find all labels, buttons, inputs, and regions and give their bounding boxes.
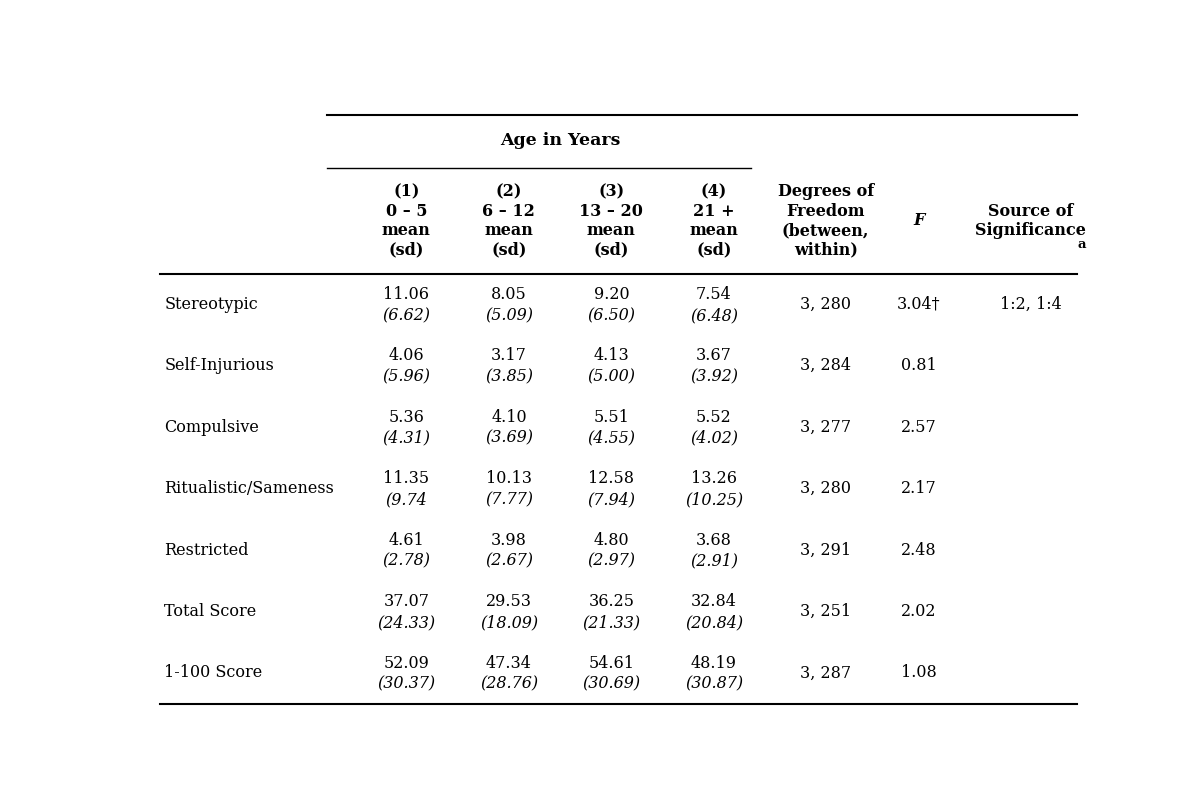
Text: 7.54: 7.54 — [696, 286, 732, 303]
Text: (24.33): (24.33) — [377, 614, 435, 631]
Text: 4.61: 4.61 — [388, 532, 424, 549]
Text: 5.52: 5.52 — [696, 409, 732, 426]
Text: 13.26: 13.26 — [691, 471, 737, 488]
Text: (3.69): (3.69) — [484, 430, 532, 447]
Text: (6.48): (6.48) — [690, 307, 738, 324]
Text: Degrees of
Freedom
(between,
within): Degrees of Freedom (between, within) — [778, 183, 874, 259]
Text: (4.55): (4.55) — [588, 430, 636, 447]
Text: 47.34: 47.34 — [486, 654, 531, 671]
Text: (2.97): (2.97) — [588, 553, 636, 570]
Text: 3.67: 3.67 — [696, 347, 732, 364]
Text: 1:2, 1:4: 1:2, 1:4 — [1000, 296, 1061, 313]
Text: (3.85): (3.85) — [484, 368, 532, 385]
Text: a: a — [1077, 238, 1087, 251]
Text: (10.25): (10.25) — [685, 491, 743, 509]
Text: (5.96): (5.96) — [382, 368, 430, 385]
Text: 10.13: 10.13 — [486, 471, 532, 488]
Text: 1.08: 1.08 — [902, 664, 936, 681]
Text: 3.17: 3.17 — [490, 347, 526, 364]
Text: 4.10: 4.10 — [492, 409, 526, 426]
Text: (4.02): (4.02) — [690, 430, 738, 447]
Text: F: F — [914, 212, 924, 230]
Text: 3, 287: 3, 287 — [801, 664, 851, 681]
Text: (9.74: (9.74 — [386, 491, 427, 509]
Text: Source of
Significance: Source of Significance — [975, 202, 1085, 239]
Text: 3.98: 3.98 — [490, 532, 526, 549]
Text: 11.35: 11.35 — [383, 471, 429, 488]
Text: (28.76): (28.76) — [480, 675, 538, 692]
Text: 1-100 Score: 1-100 Score — [165, 664, 262, 681]
Text: (30.87): (30.87) — [685, 675, 743, 692]
Text: 2.48: 2.48 — [902, 542, 936, 559]
Text: (30.69): (30.69) — [582, 675, 641, 692]
Text: 3, 251: 3, 251 — [801, 603, 851, 620]
Text: Self-Injurious: Self-Injurious — [165, 357, 274, 374]
Text: 3, 284: 3, 284 — [801, 357, 851, 374]
Text: 5.36: 5.36 — [388, 409, 424, 426]
Text: (2.78): (2.78) — [382, 553, 430, 570]
Text: (6.62): (6.62) — [382, 307, 430, 324]
Text: 2.57: 2.57 — [902, 418, 936, 436]
Text: 3.04†: 3.04† — [897, 296, 941, 313]
Text: 3, 277: 3, 277 — [801, 418, 851, 436]
Text: 11.06: 11.06 — [383, 286, 429, 303]
Text: 36.25: 36.25 — [588, 593, 635, 610]
Text: 12.58: 12.58 — [588, 471, 635, 488]
Text: 37.07: 37.07 — [383, 593, 429, 610]
Text: 4.13: 4.13 — [594, 347, 629, 364]
Text: (21.33): (21.33) — [582, 614, 641, 631]
Text: 3, 291: 3, 291 — [801, 542, 851, 559]
Text: 29.53: 29.53 — [486, 593, 532, 610]
Text: Total Score: Total Score — [165, 603, 256, 620]
Text: Restricted: Restricted — [165, 542, 249, 559]
Text: 3, 280: 3, 280 — [801, 480, 851, 497]
Text: (1)
0 – 5
mean
(sd): (1) 0 – 5 mean (sd) — [382, 183, 430, 259]
Text: 3, 280: 3, 280 — [801, 296, 851, 313]
Text: (2)
6 – 12
mean
(sd): (2) 6 – 12 mean (sd) — [482, 183, 535, 259]
Text: (3)
13 – 20
mean
(sd): (3) 13 – 20 mean (sd) — [579, 183, 643, 259]
Text: (4.31): (4.31) — [382, 430, 430, 447]
Text: (3.92): (3.92) — [690, 368, 738, 385]
Text: 48.19: 48.19 — [691, 654, 737, 671]
Text: (30.37): (30.37) — [377, 675, 435, 692]
Text: Age in Years: Age in Years — [500, 131, 620, 148]
Text: (4)
21 +
mean
(sd): (4) 21 + mean (sd) — [690, 183, 738, 259]
Text: 4.80: 4.80 — [594, 532, 629, 549]
Text: 32.84: 32.84 — [691, 593, 737, 610]
Text: 3.68: 3.68 — [696, 532, 732, 549]
Text: 54.61: 54.61 — [588, 654, 635, 671]
Text: 9.20: 9.20 — [594, 286, 629, 303]
Text: 2.02: 2.02 — [902, 603, 936, 620]
Text: Stereotypic: Stereotypic — [165, 296, 258, 313]
Text: (18.09): (18.09) — [480, 614, 538, 631]
Text: (2.67): (2.67) — [484, 553, 532, 570]
Text: 0.81: 0.81 — [902, 357, 936, 374]
Text: 4.06: 4.06 — [388, 347, 424, 364]
Text: 8.05: 8.05 — [492, 286, 526, 303]
Text: (6.50): (6.50) — [588, 307, 636, 324]
Text: (20.84): (20.84) — [685, 614, 743, 631]
Text: Compulsive: Compulsive — [165, 418, 260, 436]
Text: (7.94): (7.94) — [588, 491, 636, 509]
Text: (5.00): (5.00) — [588, 368, 636, 385]
Text: 52.09: 52.09 — [383, 654, 429, 671]
Text: 2.17: 2.17 — [902, 480, 936, 497]
Text: 5.51: 5.51 — [594, 409, 630, 426]
Text: (7.77): (7.77) — [484, 491, 532, 509]
Text: Ritualistic/Sameness: Ritualistic/Sameness — [165, 480, 334, 497]
Text: (5.09): (5.09) — [484, 307, 532, 324]
Text: (2.91): (2.91) — [690, 553, 738, 570]
